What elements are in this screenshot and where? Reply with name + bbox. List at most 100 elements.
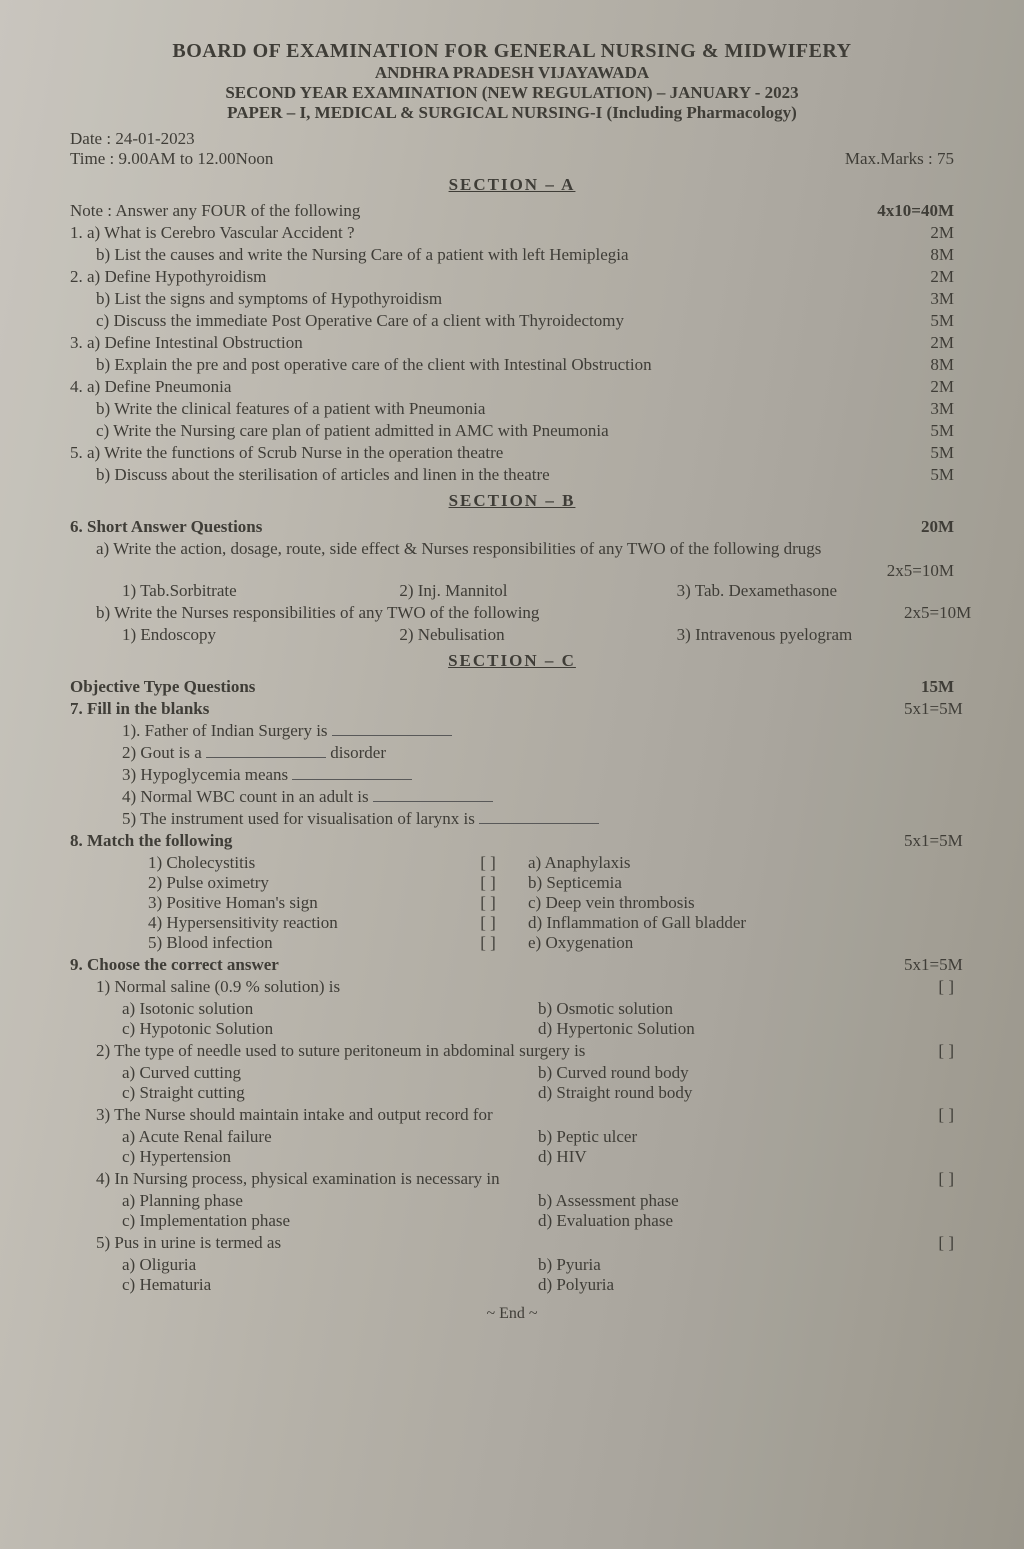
q1a: 1. a) What is Cerebro Vascular Accident … — [70, 223, 904, 243]
q3b: b) Explain the pre and post operative ca… — [70, 355, 904, 375]
match-marks: 5x1=5M — [904, 831, 954, 851]
mcq-q2b: b) Curved round body — [538, 1063, 954, 1083]
blank — [292, 765, 412, 780]
header: BOARD OF EXAMINATION FOR GENERAL NURSING… — [70, 40, 954, 123]
sa-b2: 2) Nebulisation — [399, 625, 676, 645]
q5b-marks: 5M — [904, 465, 954, 485]
sa-a2: 2) Inj. Mannitol — [399, 581, 676, 601]
mcq-q5: 5) Pus in urine is termed as — [70, 1233, 914, 1253]
fill-3: 3) Hypoglycemia means — [122, 765, 288, 784]
fill-2a: 2) Gout is a — [122, 743, 202, 762]
end-label: ~ End ~ — [70, 1305, 954, 1323]
mcq-q5b: b) Pyuria — [538, 1255, 954, 1275]
mcq-q1b: b) Osmotic solution — [538, 999, 954, 1019]
mcq-box: [ ] — [914, 1233, 954, 1253]
q4b: b) Write the clinical features of a pati… — [70, 399, 904, 419]
exam-paper: BOARD OF EXAMINATION FOR GENERAL NURSING… — [0, 0, 1024, 1549]
mcq-q1: 1) Normal saline (0.9 % solution) is — [70, 977, 914, 997]
sa-a: a) Write the action, dosage, route, side… — [70, 539, 954, 559]
fill-4: 4) Normal WBC count in an adult is — [122, 787, 369, 806]
section-a-title: SECTION – A — [70, 175, 954, 195]
mcq-q3c: c) Hypertension — [122, 1147, 538, 1167]
q2b: b) List the signs and symptoms of Hypoth… — [70, 289, 904, 309]
q2a: 2. a) Define Hypothyroidism — [70, 267, 904, 287]
match-r1: a) Anaphylaxis — [528, 853, 954, 873]
paper-title: PAPER – I, MEDICAL & SURGICAL NURSING-I … — [70, 103, 954, 123]
mcq-q2: 2) The type of needle used to suture per… — [70, 1041, 914, 1061]
q2c-marks: 5M — [904, 311, 954, 331]
match-r3: c) Deep vein thrombosis — [528, 893, 954, 913]
q3a-marks: 2M — [904, 333, 954, 353]
q3a: 3. a) Define Intestinal Obstruction — [70, 333, 904, 353]
mcq-box: [ ] — [914, 1041, 954, 1061]
section-b-title: SECTION – B — [70, 491, 954, 511]
q5b: b) Discuss about the sterilisation of ar… — [70, 465, 904, 485]
q4c: c) Write the Nursing care plan of patien… — [70, 421, 904, 441]
q2b-marks: 3M — [904, 289, 954, 309]
q2c: c) Discuss the immediate Post Operative … — [70, 311, 904, 331]
mcq-q3: 3) The Nurse should maintain intake and … — [70, 1105, 914, 1125]
note-text: Note : Answer any FOUR of the following — [70, 201, 360, 221]
mcq-q2a: a) Curved cutting — [122, 1063, 538, 1083]
sa-am: 2x5=10M — [887, 561, 954, 581]
match-l4: 4) Hypersensitivity reaction — [148, 913, 448, 933]
mcq-q5a: a) Oliguria — [122, 1255, 538, 1275]
match-l2: 2) Pulse oximetry — [148, 873, 448, 893]
q4a: 4. a) Define Pneumonia — [70, 377, 904, 397]
match-l3: 3) Positive Homan's sign — [148, 893, 448, 913]
section-c-title: SECTION – C — [70, 651, 954, 671]
blank — [373, 787, 493, 802]
mcq-q2c: c) Straight cutting — [122, 1083, 538, 1103]
meta-row: Date : 24-01-2023 Time : 9.00AM to 12.00… — [70, 129, 954, 169]
q4c-marks: 5M — [904, 421, 954, 441]
q3b-marks: 8M — [904, 355, 954, 375]
q4a-marks: 2M — [904, 377, 954, 397]
mcq-q4b: b) Assessment phase — [538, 1191, 954, 1211]
q1b-marks: 8M — [904, 245, 954, 265]
match-r5: e) Oxygenation — [528, 933, 954, 953]
mcq-q3a: a) Acute Renal failure — [122, 1127, 538, 1147]
q1b: b) List the causes and write the Nursing… — [70, 245, 904, 265]
mcq-box: [ ] — [914, 977, 954, 997]
mcq-q5d: d) Polyuria — [538, 1275, 954, 1295]
mcq-q4a: a) Planning phase — [122, 1191, 538, 1211]
match-r4: d) Inflammation of Gall bladder — [528, 913, 954, 933]
mcq-q3d: d) HIV — [538, 1147, 954, 1167]
date-label: Date : 24-01-2023 — [70, 129, 273, 149]
match-r2: b) Septicemia — [528, 873, 954, 893]
mcq-q4: 4) In Nursing process, physical examinat… — [70, 1169, 914, 1189]
fill-5: 5) The instrument used for visualisation… — [122, 809, 475, 828]
mcq-box: [ ] — [914, 1105, 954, 1125]
mcq-q4c: c) Implementation phase — [122, 1211, 538, 1231]
q4b-marks: 3M — [904, 399, 954, 419]
board-title: BOARD OF EXAMINATION FOR GENERAL NURSING… — [70, 40, 954, 63]
fill-marks: 5x1=5M — [904, 699, 954, 719]
state-title: ANDHRA PRADESH VIJAYAWADA — [70, 63, 954, 83]
obj-marks: 15M — [904, 677, 954, 697]
mcq-title: 9. Choose the correct answer — [70, 955, 904, 975]
fill-1: 1). Father of Indian Surgery is — [122, 721, 328, 740]
mcq-q3b: b) Peptic ulcer — [538, 1127, 954, 1147]
q5a-marks: 5M — [904, 443, 954, 463]
obj-title: Objective Type Questions — [70, 677, 904, 697]
match-l1: 1) Cholecystitis — [148, 853, 448, 873]
sa-a3: 3) Tab. Dexamethasone — [677, 581, 954, 601]
mcq-q5c: c) Hematuria — [122, 1275, 538, 1295]
match-bracket: [ ] — [448, 853, 528, 873]
max-marks: Max.Marks : 75 — [845, 149, 954, 169]
sa-b: b) Write the Nurses responsibilities of … — [70, 603, 904, 623]
mcq-q1d: d) Hypertonic Solution — [538, 1019, 954, 1039]
time-label: Time : 9.00AM to 12.00Noon — [70, 149, 273, 169]
sa-a1: 1) Tab.Sorbitrate — [122, 581, 399, 601]
blank — [332, 721, 452, 736]
fill-2b: disorder — [330, 743, 386, 762]
match-title: 8. Match the following — [70, 831, 904, 851]
match-l5: 5) Blood infection — [148, 933, 448, 953]
short-title: 6. Short Answer Questions — [70, 517, 904, 537]
mcq-q2d: d) Straight round body — [538, 1083, 954, 1103]
mcq-box: [ ] — [914, 1169, 954, 1189]
exam-title: SECOND YEAR EXAMINATION (NEW REGULATION)… — [70, 83, 954, 103]
q1a-marks: 2M — [904, 223, 954, 243]
fill-title: 7. Fill in the blanks — [70, 699, 904, 719]
sa-b3: 3) Intravenous pyelogram — [677, 625, 954, 645]
